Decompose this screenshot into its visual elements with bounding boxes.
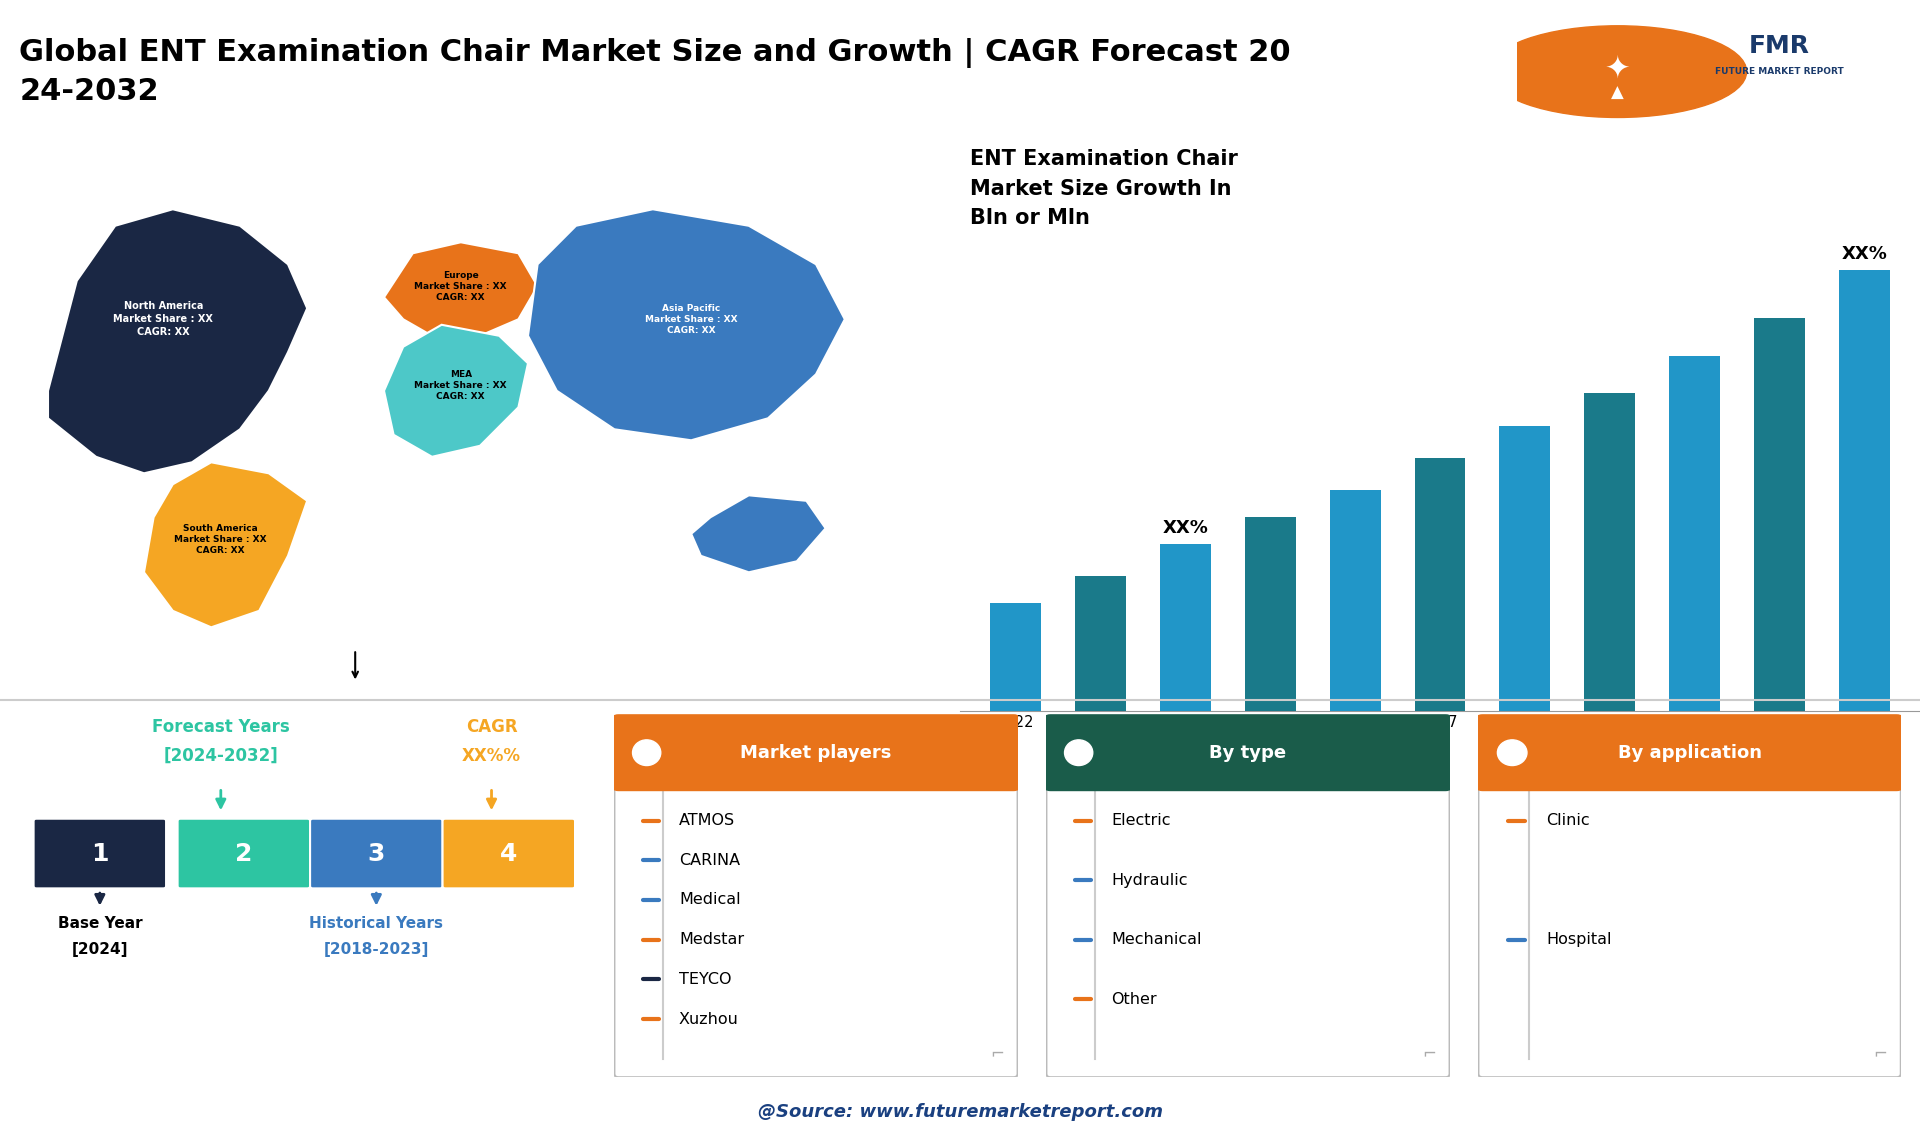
FancyBboxPatch shape [611, 714, 1021, 791]
Bar [1668, 355, 1720, 711]
Text: 2: 2 [234, 841, 253, 865]
Text: Forecast Years: Forecast Years [152, 717, 290, 736]
Bar [1500, 425, 1551, 711]
FancyBboxPatch shape [442, 818, 576, 888]
Bar [1244, 517, 1296, 711]
Polygon shape [48, 210, 307, 473]
Text: FUTURE MARKET REPORT: FUTURE MARKET REPORT [1715, 68, 1843, 76]
FancyBboxPatch shape [177, 818, 311, 888]
Polygon shape [144, 462, 307, 627]
FancyBboxPatch shape [35, 818, 167, 888]
FancyBboxPatch shape [309, 818, 442, 888]
Text: ⌐: ⌐ [991, 1044, 1004, 1062]
Text: TEYCO: TEYCO [680, 972, 732, 987]
Text: ▲: ▲ [1611, 84, 1624, 102]
Text: ⌐: ⌐ [1423, 1044, 1436, 1062]
Bar [1755, 319, 1805, 711]
Circle shape [632, 740, 660, 766]
Bar [1839, 269, 1891, 711]
Bar [1160, 544, 1212, 711]
Text: ⌐: ⌐ [1872, 1044, 1887, 1062]
Text: Medstar: Medstar [680, 932, 745, 948]
Bar [1075, 576, 1125, 711]
FancyBboxPatch shape [1478, 784, 1901, 1077]
Text: Hydraulic: Hydraulic [1112, 872, 1187, 888]
Text: CAGR: CAGR [467, 717, 516, 736]
Bar [1329, 490, 1380, 711]
Text: Base Year: Base Year [58, 916, 142, 931]
Text: ATMOS: ATMOS [680, 813, 735, 829]
Bar [1415, 458, 1465, 711]
Text: 3: 3 [367, 841, 386, 865]
Text: 1: 1 [90, 841, 109, 865]
Text: Hospital: Hospital [1546, 932, 1611, 948]
Circle shape [1064, 740, 1092, 766]
Text: Asia Pacific
Market Share : XX
CAGR: XX: Asia Pacific Market Share : XX CAGR: XX [645, 304, 737, 335]
FancyBboxPatch shape [1043, 714, 1453, 791]
Text: ✦: ✦ [1605, 54, 1630, 84]
Text: MEA
Market Share : XX
CAGR: XX: MEA Market Share : XX CAGR: XX [415, 370, 507, 401]
Text: Historical Years: Historical Years [309, 916, 444, 931]
Polygon shape [691, 495, 826, 572]
Text: [2018-2023]: [2018-2023] [324, 942, 428, 957]
Text: XX%: XX% [1841, 245, 1887, 264]
Text: @Source: www.futuremarketreport.com: @Source: www.futuremarketreport.com [758, 1102, 1162, 1121]
Text: North America
Market Share : XX
CAGR: XX: North America Market Share : XX CAGR: XX [113, 301, 213, 337]
Polygon shape [384, 324, 528, 457]
Bar [1584, 393, 1636, 711]
Text: By application: By application [1617, 744, 1763, 762]
Polygon shape [528, 210, 845, 440]
Text: By type: By type [1210, 744, 1286, 762]
Bar [989, 603, 1041, 711]
Text: Mechanical: Mechanical [1112, 932, 1202, 948]
Text: Market players: Market players [741, 744, 891, 762]
Text: Electric: Electric [1112, 813, 1171, 829]
Polygon shape [384, 242, 538, 336]
Text: [2024-2032]: [2024-2032] [163, 747, 278, 766]
Circle shape [1498, 740, 1526, 766]
Text: Global ENT Examination Chair Market Size and Growth | CAGR Forecast 20
24-2032: Global ENT Examination Chair Market Size… [19, 38, 1290, 105]
Text: ENT Examination Chair
Market Size Growth In
Bln or Mln: ENT Examination Chair Market Size Growth… [970, 149, 1238, 228]
Text: Europe
Market Share : XX
CAGR: XX: Europe Market Share : XX CAGR: XX [415, 270, 507, 301]
Text: CARINA: CARINA [680, 853, 739, 868]
Circle shape [1488, 26, 1747, 118]
Text: [2024]: [2024] [71, 942, 129, 957]
Text: XX%%: XX%% [463, 747, 520, 766]
Text: South America
Market Share : XX
CAGR: XX: South America Market Share : XX CAGR: XX [175, 524, 267, 555]
Text: Other: Other [1112, 991, 1156, 1007]
FancyBboxPatch shape [1475, 714, 1905, 791]
Text: XX%: XX% [1162, 519, 1208, 537]
Text: 4: 4 [499, 841, 518, 865]
Text: FMR: FMR [1749, 34, 1809, 57]
Text: Xuzhou: Xuzhou [680, 1012, 739, 1027]
FancyBboxPatch shape [614, 784, 1018, 1077]
FancyBboxPatch shape [1046, 784, 1450, 1077]
Text: Clinic: Clinic [1546, 813, 1590, 829]
Text: Medical: Medical [680, 893, 741, 908]
